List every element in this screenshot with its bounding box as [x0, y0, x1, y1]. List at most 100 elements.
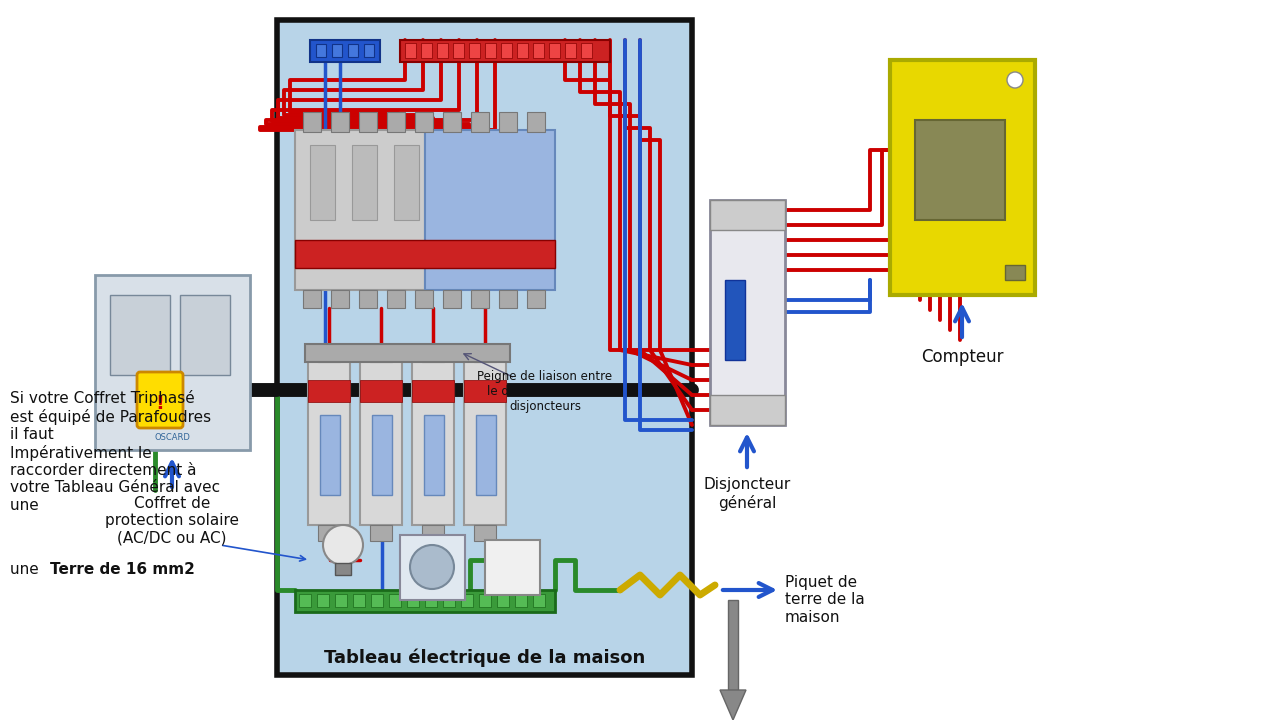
Bar	[500, 43, 512, 58]
Bar	[348, 44, 358, 57]
Bar	[360, 380, 402, 402]
Bar	[532, 43, 544, 58]
Bar	[371, 594, 383, 607]
Bar	[549, 43, 561, 58]
Bar	[471, 112, 489, 132]
Bar	[890, 60, 1036, 295]
Bar	[581, 43, 591, 58]
Bar	[180, 295, 230, 375]
Bar	[305, 344, 509, 362]
Bar	[389, 594, 401, 607]
Bar	[332, 290, 349, 308]
Bar	[317, 344, 340, 362]
Bar	[335, 594, 347, 607]
Bar	[517, 43, 529, 58]
Bar	[370, 344, 392, 362]
Bar	[710, 200, 785, 230]
Bar	[370, 525, 392, 541]
Bar	[474, 344, 497, 362]
Bar	[332, 112, 349, 132]
Bar	[415, 290, 433, 308]
Bar	[453, 43, 465, 58]
Bar	[300, 594, 311, 607]
Bar	[485, 540, 540, 595]
Bar	[358, 290, 378, 308]
Bar	[308, 360, 349, 525]
Bar	[303, 112, 321, 132]
Bar	[399, 535, 465, 600]
Bar	[1005, 265, 1025, 280]
Bar	[310, 145, 335, 220]
Bar	[360, 360, 402, 525]
Bar	[394, 145, 419, 220]
Bar	[372, 415, 392, 495]
Text: une: une	[10, 562, 44, 577]
Bar	[443, 112, 461, 132]
Text: Tableau électrique de la maison: Tableau électrique de la maison	[324, 649, 645, 667]
Bar	[710, 395, 785, 425]
Bar	[404, 43, 416, 58]
Text: Disjoncteur
général: Disjoncteur général	[704, 477, 791, 510]
Bar	[443, 290, 461, 308]
Polygon shape	[719, 690, 746, 720]
Bar	[110, 295, 170, 375]
Circle shape	[1007, 72, 1023, 88]
Bar	[412, 380, 454, 402]
Text: Si votre Coffret Triphasé
est équipé de Parafoudres
il faut
Impérativement le
ra: Si votre Coffret Triphasé est équipé de …	[10, 390, 220, 513]
Bar	[352, 145, 378, 220]
Bar	[335, 563, 351, 575]
Bar	[317, 525, 340, 541]
Bar	[95, 275, 250, 450]
Bar	[310, 40, 380, 62]
Bar	[497, 594, 509, 607]
Bar	[710, 200, 785, 425]
Bar	[499, 112, 517, 132]
Bar	[332, 44, 342, 57]
Bar	[436, 43, 448, 58]
Bar	[443, 594, 454, 607]
Bar	[317, 594, 329, 607]
Text: Peigne de liaison entre
le différentiel et les
disjoncteurs: Peigne de liaison entre le différentiel …	[477, 370, 613, 413]
Bar	[407, 594, 419, 607]
Bar	[471, 290, 489, 308]
Bar	[399, 40, 611, 62]
Text: Compteur: Compteur	[920, 348, 1004, 366]
Bar	[303, 290, 321, 308]
Bar	[915, 120, 1005, 220]
Bar	[724, 280, 745, 360]
Text: Coffret de
protection solaire
(AC/DC ou AC): Coffret de protection solaire (AC/DC ou …	[105, 496, 239, 546]
Text: Terre de 16 mm2: Terre de 16 mm2	[50, 562, 195, 577]
Bar	[468, 43, 480, 58]
Bar	[358, 112, 378, 132]
Bar	[425, 594, 436, 607]
Text: Piquet de
terre de la
maison: Piquet de terre de la maison	[785, 575, 865, 625]
Bar	[421, 43, 433, 58]
FancyBboxPatch shape	[137, 372, 183, 428]
Bar	[294, 130, 425, 290]
Bar	[422, 525, 444, 541]
Bar	[461, 594, 474, 607]
Bar	[527, 290, 545, 308]
Bar	[353, 594, 365, 607]
Bar	[425, 130, 556, 290]
Bar	[527, 112, 545, 132]
Bar	[532, 594, 545, 607]
Bar	[474, 525, 497, 541]
Bar	[387, 290, 404, 308]
Bar	[276, 20, 692, 675]
Bar	[316, 44, 326, 57]
Bar	[308, 380, 349, 402]
Bar	[294, 590, 556, 612]
Bar	[415, 112, 433, 132]
Bar	[422, 344, 444, 362]
Bar	[364, 44, 374, 57]
Bar	[465, 380, 506, 402]
Text: OSCARD: OSCARD	[154, 433, 189, 441]
Bar	[485, 43, 497, 58]
Bar	[412, 360, 454, 525]
Bar	[728, 600, 739, 690]
Circle shape	[323, 525, 364, 565]
Bar	[476, 415, 497, 495]
Bar	[465, 360, 506, 525]
Bar	[387, 112, 404, 132]
